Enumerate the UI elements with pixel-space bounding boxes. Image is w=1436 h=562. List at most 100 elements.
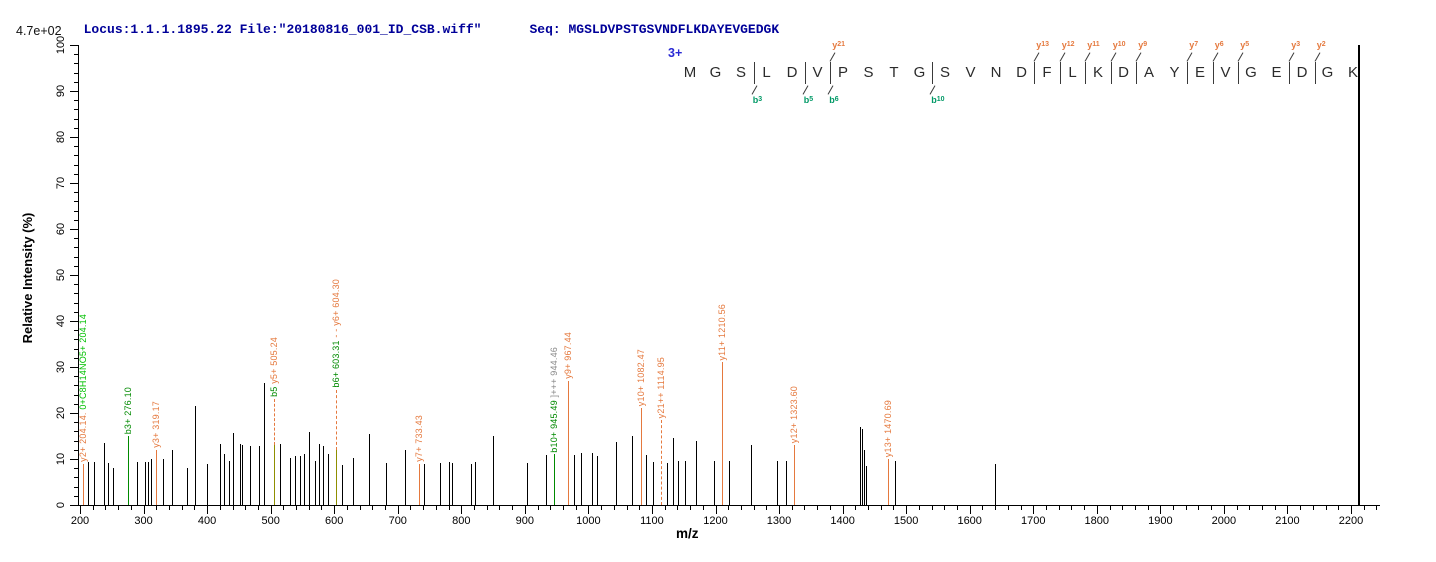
x-tick [842,506,844,514]
peak-label: y10+ 1082.47 [636,349,646,406]
x-tick [1096,506,1098,514]
x-tick [1325,506,1327,510]
peak [385,463,387,505]
y-ion-marker: y3 [1291,40,1300,50]
peak-label-part: y13+ 1470.69 [882,399,893,457]
residue-letter: D [1296,64,1308,81]
x-tick [130,506,132,510]
y-tick [74,247,78,249]
peak [696,440,698,505]
x-tick [562,506,564,510]
peak [615,442,617,505]
y-tick [74,72,78,74]
peak [104,443,106,505]
x-tick [156,506,158,510]
peak-label: y9+ 967.44 [563,332,573,379]
peak [219,443,221,505]
y-tick [74,256,78,258]
y-tick [74,385,78,387]
peak-label-part: y11+ 1210.56 [717,303,728,361]
peak [240,443,242,505]
cleavage-divider [804,62,806,84]
x-tick [1007,506,1009,510]
y-ion-marker: y5 [1240,40,1249,50]
peak [567,380,569,505]
peak [448,461,450,505]
peak [859,426,861,505]
y-tick [74,357,78,359]
peak-label: b5 y5+ 505.24 [269,337,279,397]
y-tick [70,275,78,276]
peak [155,449,157,505]
x-axis-title: m/z [676,526,699,541]
peak [318,443,320,505]
peak [553,454,555,505]
x-tick-label: 1400 [830,515,855,527]
peak-label-part: y7+ 733.43 [413,414,424,462]
peak [861,429,863,505]
cleavage-divider [1136,62,1138,84]
residue-letter: D [786,64,798,81]
y-tick [70,413,78,414]
x-tick [346,506,348,510]
x-tick [92,506,94,510]
x-tick-label: 800 [452,515,471,527]
ion-type: b [752,95,759,105]
peak [151,459,153,505]
y-ion-slash [1084,52,1091,62]
x-tick [435,506,437,510]
x-tick [1160,506,1162,514]
peak [777,461,779,505]
peak [887,459,889,505]
peak-label: b3+ 276.10 [123,387,133,434]
ion-number: 5 [809,96,814,103]
y-tick-label: 60 [55,222,67,236]
y-tick [74,81,78,83]
peak [263,383,265,505]
x-tick [1236,506,1238,510]
y-tick [74,431,78,433]
peak-label-part: y2+ 204.14. [77,412,88,462]
x-tick [1134,506,1136,510]
x-tick [118,506,120,510]
x-tick [639,506,641,510]
ion-type: y [1061,40,1067,50]
peak-label-part: y10+ 1082.47 [635,349,646,407]
x-tick [486,506,488,510]
x-tick-label: 300 [134,515,153,527]
peak-label: y11+ 1210.56 [717,304,727,361]
peak [242,445,244,505]
y-tick [74,477,78,479]
ion-number: 6 [1219,41,1224,48]
y-tick [74,486,78,488]
peak [137,461,139,505]
x-tick [995,506,997,510]
ion-type: b [803,95,810,105]
residue-letter: E [1194,64,1205,81]
residue-letter: S [939,64,950,81]
peak [207,463,209,505]
peak-label-part: 0+C8H14NO5+ 204.14 [77,313,88,413]
peak-label-part: b3+ 276.10 [123,386,134,434]
y-tick-label: 30 [55,360,67,374]
peak [786,461,788,505]
y-tick [74,164,78,166]
x-tick [664,506,666,510]
x-tick [1058,506,1060,510]
residue-letter: F [1042,64,1052,81]
cleavage-divider [1289,62,1291,84]
cleavage-divider [1110,62,1112,84]
x-tick [893,506,895,510]
x-tick [740,506,742,510]
x-tick [219,506,221,510]
peak-label-part: b6+ 603.31 [331,340,342,388]
ion-type: y [1138,40,1144,50]
x-tick [168,506,170,510]
x-tick [1084,506,1086,510]
y-tick [74,449,78,451]
y-tick [74,495,78,497]
residue-letter: L [1068,64,1077,81]
peak [794,445,796,505]
x-tick [677,506,679,510]
cleavage-divider [830,62,832,84]
